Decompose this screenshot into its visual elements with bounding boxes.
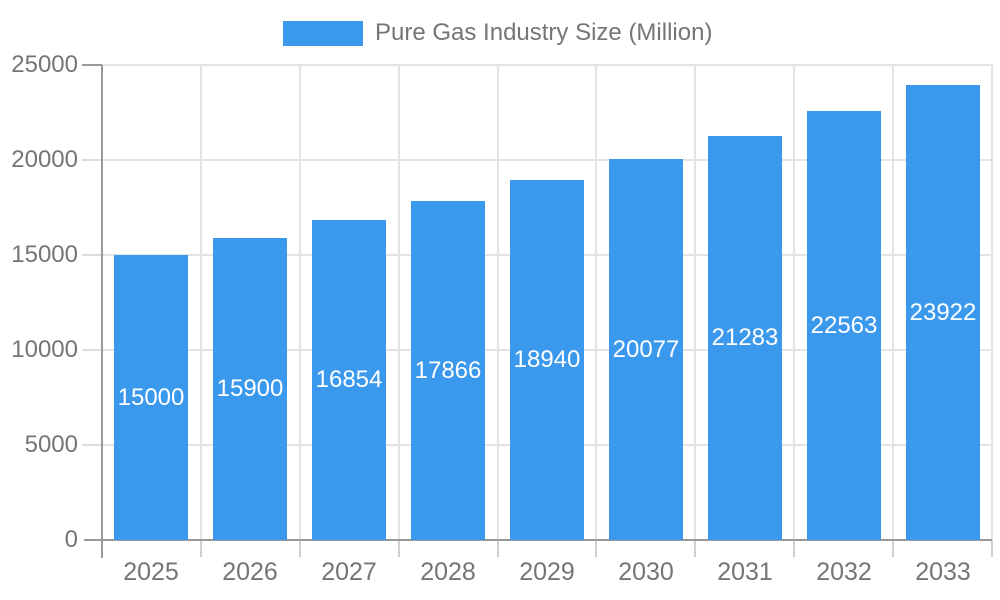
x-gridline	[497, 65, 499, 540]
legend-swatch-icon[interactable]	[283, 20, 363, 46]
x-axis-tick-label: 2029	[519, 558, 575, 586]
y-axis-tick-label: 20000	[11, 146, 78, 173]
bar-value-label: 20077	[612, 336, 680, 363]
x-axis-tick-label: 2026	[222, 558, 278, 586]
bar-2025[interactable]	[114, 255, 188, 540]
y-axis-tick-label: 0	[64, 526, 78, 553]
x-gridline	[793, 65, 795, 540]
x-axis-line	[84, 539, 992, 541]
legend-label[interactable]: Pure Gas Industry Size (Million)	[375, 19, 713, 46]
y-axis-tick-label: 25000	[11, 51, 78, 78]
x-axis-tick	[299, 540, 301, 557]
bar-value-label: 21283	[711, 324, 779, 351]
bar-value-label: 18940	[513, 346, 581, 373]
bar-2028[interactable]	[411, 201, 485, 540]
y-axis-line	[101, 65, 103, 558]
x-axis-tick	[200, 540, 202, 557]
x-axis-tick	[398, 540, 400, 557]
y-axis-tick	[82, 159, 102, 161]
x-gridline	[595, 65, 597, 540]
bar-2033[interactable]	[906, 85, 980, 540]
bar-2029[interactable]	[510, 180, 584, 540]
x-axis-tick-label: 2025	[123, 558, 179, 586]
x-axis-tick	[497, 540, 499, 557]
y-axis-tick	[82, 64, 102, 66]
y-axis-tick	[82, 444, 102, 446]
x-gridline	[299, 65, 301, 540]
x-axis-tick-label: 2027	[321, 558, 377, 586]
y-axis-tick	[82, 254, 102, 256]
x-gridline	[200, 65, 202, 540]
bar-2027[interactable]	[312, 220, 386, 540]
y-axis-tick-label: 5000	[24, 431, 78, 458]
x-gridline	[892, 65, 894, 540]
x-gridline	[398, 65, 400, 540]
bar-2026[interactable]	[213, 238, 287, 540]
x-axis-tick-label: 2030	[618, 558, 674, 586]
bar-value-label: 22563	[810, 312, 878, 339]
x-axis-tick-label: 2028	[420, 558, 476, 586]
x-axis-tick	[991, 540, 993, 557]
bar-value-label: 23922	[909, 299, 977, 326]
legend[interactable]: Pure Gas Industry Size (Million)	[283, 18, 712, 48]
x-gridline	[694, 65, 696, 540]
x-axis-tick-label: 2031	[717, 558, 773, 586]
x-axis-tick-label: 2033	[915, 558, 971, 586]
bar-value-label: 15900	[216, 375, 284, 402]
bar-value-label: 17866	[414, 357, 482, 384]
x-axis-tick	[694, 540, 696, 557]
x-axis-tick	[793, 540, 795, 557]
bar-value-label: 15000	[117, 384, 185, 411]
bar-2030[interactable]	[609, 159, 683, 540]
y-axis-tick-label: 10000	[11, 336, 78, 363]
x-axis-tick	[892, 540, 894, 557]
y-gridline	[102, 64, 992, 66]
bar-2032[interactable]	[807, 111, 881, 540]
x-axis-tick	[595, 540, 597, 557]
bar-value-label: 16854	[315, 366, 383, 393]
x-axis-tick-label: 2032	[816, 558, 872, 586]
y-axis-tick-label: 15000	[11, 241, 78, 268]
x-gridline	[991, 65, 993, 540]
y-axis-tick	[82, 349, 102, 351]
y-gridline	[102, 159, 992, 161]
bar-2031[interactable]	[708, 136, 782, 540]
